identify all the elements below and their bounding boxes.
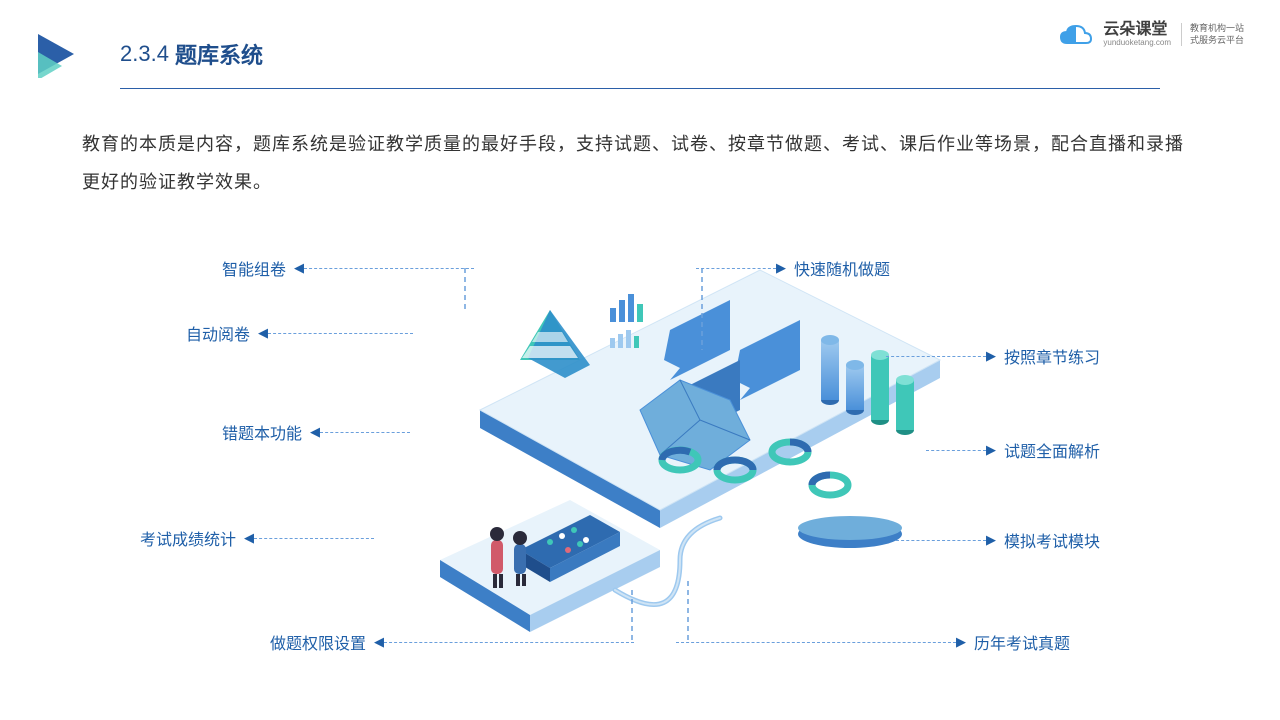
callout-left-0: 智能组卷 ◀ [222,256,474,280]
callout-right-2: 试题全面解析 ▶ [926,438,1100,462]
logo-slogan: 教育机构一站 式服务云平台 [1181,23,1244,46]
logo-domain-text: yunduoketang.com [1103,38,1171,48]
callout-label: 智能组卷 [222,256,286,280]
callout-label: 考试成绩统计 [140,526,236,550]
arrow-right-icon: ▶ [956,634,966,650]
callout-left-1: 自动阅卷 ◀ [186,321,413,345]
callout-left-4: 做题权限设置 ◀ [270,630,634,654]
cloud-icon [1059,23,1093,47]
arrow-right-icon: ▶ [986,532,996,548]
callout-label: 按照章节练习 [1004,344,1100,368]
section-number: 2.3.4 [120,41,169,67]
title-underline [120,88,1160,89]
arrow-right-icon: ▶ [986,348,996,364]
arrow-right-icon: ▶ [986,442,996,458]
arrow-left-icon: ◀ [374,634,384,650]
callout-label: 快速随机做题 [794,256,890,280]
callout-left-2: 错题本功能 ◀ [222,420,410,444]
callout-label: 试题全面解析 [1004,438,1100,462]
feature-diagram: 智能组卷 ◀ 自动阅卷 ◀ 错题本功能 ◀ 考试成绩统计 ◀ 做题权限设置 ◀ … [0,220,1280,720]
callout-right-1: 按照章节练习 ▶ [886,344,1100,368]
arrow-left-icon: ◀ [294,260,304,276]
callout-label: 做题权限设置 [270,630,366,654]
brand-logo: 云朵课堂 yunduoketang.com 教育机构一站 式服务云平台 [1059,22,1244,48]
callout-right-0: 快速随机做题 ▶ [696,256,890,280]
arrow-left-icon: ◀ [258,325,268,341]
callout-label: 历年考试真题 [974,630,1070,654]
logo-brand-text: 云朵课堂 [1103,22,1171,38]
callout-label: 模拟考试模块 [1004,528,1100,552]
arrow-left-icon: ◀ [310,424,320,440]
play-triangle-icon [32,30,80,78]
arrow-right-icon: ▶ [776,260,786,276]
arrow-left-icon: ◀ [244,530,254,546]
callout-label: 错题本功能 [222,420,302,444]
callout-right-4: 历年考试真题 ▶ [676,630,1070,654]
callout-right-3: 模拟考试模块 ▶ [896,528,1100,552]
callout-label: 自动阅卷 [186,321,250,345]
isometric-illustration [380,260,960,680]
section-title: 题库系统 [175,38,263,70]
callout-left-3: 考试成绩统计 ◀ [140,526,374,550]
body-paragraph: 教育的本质是内容，题库系统是验证教学质量的最好手段，支持试题、试卷、按章节做题、… [82,126,1198,202]
